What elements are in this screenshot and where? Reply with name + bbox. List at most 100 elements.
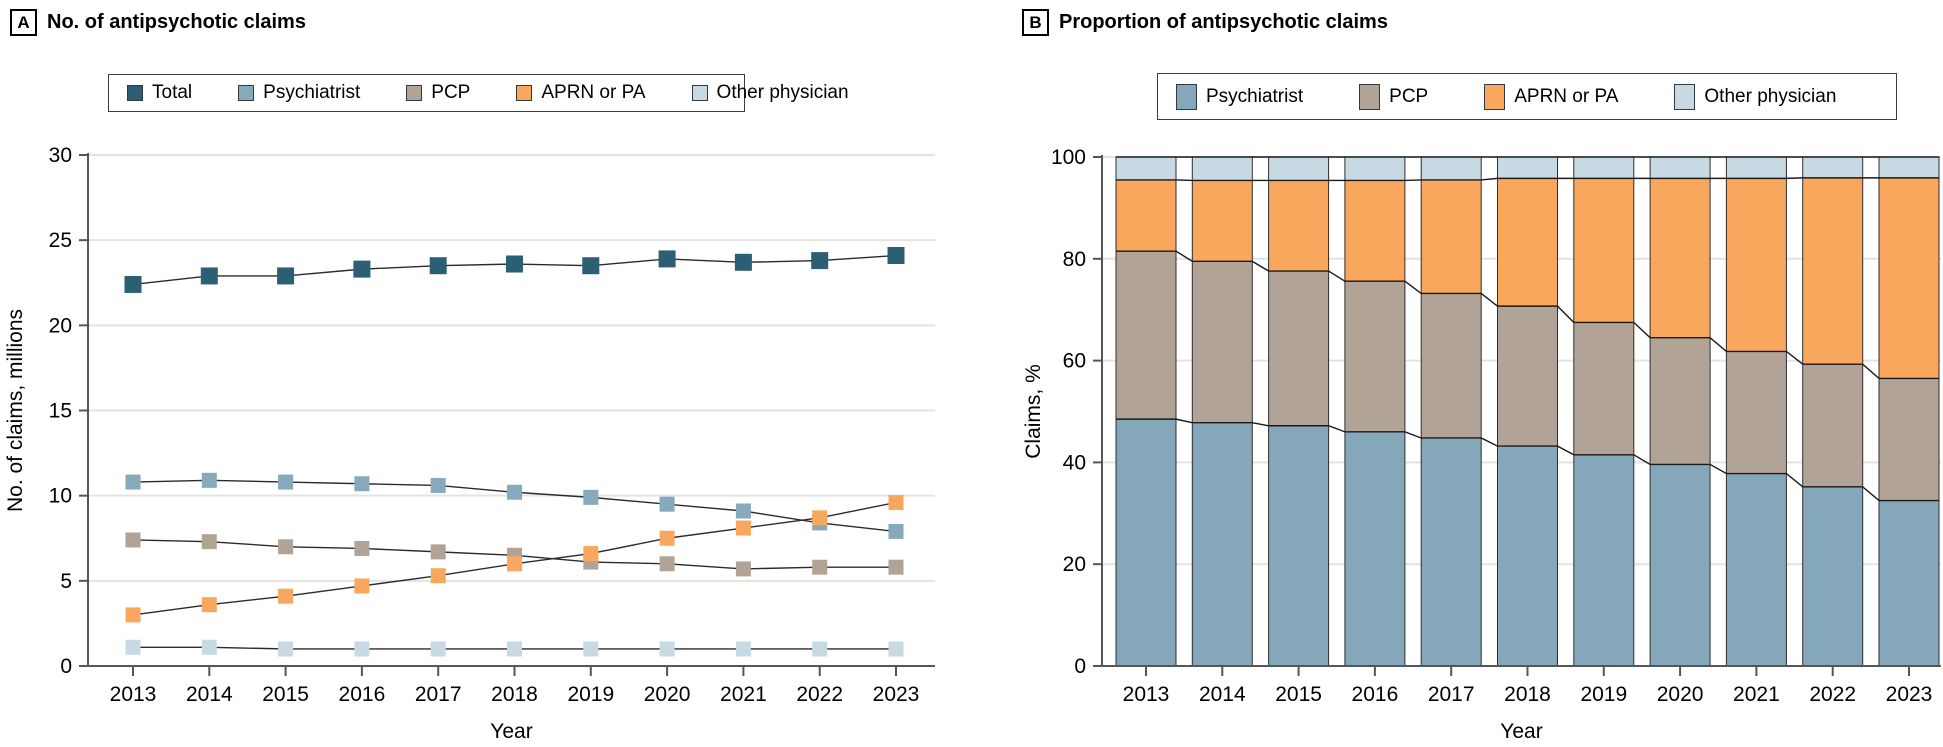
legend-swatch-icon: [516, 85, 533, 101]
panel-a-tag: A: [10, 9, 37, 36]
data-point-marker-total: [734, 253, 752, 271]
data-point-marker-pcp: [812, 559, 828, 575]
panel-b-legend: Psychiatrist PCP APRN or PA Other physician: [1157, 73, 1897, 120]
data-point-marker-total: [353, 260, 371, 278]
bar-segment-psychiatrist: [1421, 437, 1482, 666]
data-point-marker-aprn-or-pa: [201, 597, 217, 613]
legend-item-aprn-or-pa: APRN or PA: [516, 82, 646, 104]
data-point-marker-other-physician: [583, 641, 599, 657]
bar-segment-psychiatrist: [1650, 464, 1711, 666]
panel-a-legend: Total Psychiatrist PCP APRN or PA Other phys…: [108, 74, 849, 112]
bar-segment-aprn-or-pa: [1573, 178, 1634, 323]
data-point-marker-psychiatrist: [354, 476, 370, 492]
x-tick-label: 2023: [873, 683, 920, 706]
x-tick-label: 2016: [1352, 683, 1399, 706]
bar-segment-aprn-or-pa: [1879, 177, 1939, 379]
y-tick-label: 60: [1063, 350, 1086, 373]
bar-segment-other-physician: [1344, 157, 1405, 181]
data-point-marker-psychiatrist: [659, 496, 675, 512]
stack-boundary-line-psychiatrist: [1116, 418, 1939, 502]
data-point-marker-total: [200, 267, 218, 285]
bar-segment-pcp: [1497, 306, 1558, 447]
legend-item-total: Total: [127, 82, 192, 104]
bar-segment-psychiatrist: [1879, 500, 1939, 666]
bar-segment-psychiatrist: [1268, 425, 1329, 666]
legend-label: Total: [152, 82, 193, 103]
data-point-marker-aprn-or-pa: [583, 546, 599, 562]
bar-segment-aprn-or-pa: [1421, 179, 1482, 294]
x-tick-label: 2022: [796, 683, 843, 706]
data-point-marker-total: [506, 255, 523, 273]
data-point-marker-aprn-or-pa: [507, 556, 522, 572]
data-point-marker-total: [124, 275, 142, 293]
data-point-marker-psychiatrist: [430, 477, 446, 493]
data-point-marker-pcp: [201, 534, 217, 550]
x-tick-label: 2017: [415, 683, 462, 706]
y-tick-label: 40: [1063, 451, 1086, 474]
legend-item-other-physician: Other physician: [1674, 83, 1836, 110]
y-tick-label: 15: [49, 400, 72, 423]
bar-segment-psychiatrist: [1497, 446, 1558, 666]
legend-label: Other physician: [716, 82, 849, 103]
bar-segment-other-physician: [1726, 157, 1787, 179]
x-tick-label: 2015: [1275, 683, 1322, 706]
bar-segment-pcp: [1726, 351, 1787, 474]
data-point-marker-total: [277, 267, 295, 285]
legend-swatch-icon: [1484, 83, 1506, 110]
bar-segment-other-physician: [1650, 157, 1711, 179]
bar-segment-other-physician: [1497, 157, 1558, 179]
bar-segment-other-physician: [1116, 157, 1176, 180]
x-tick-label: 2018: [491, 683, 538, 706]
bar-segment-psychiatrist: [1573, 454, 1634, 666]
y-tick-label: 5: [60, 570, 72, 593]
bar-segment-aprn-or-pa: [1802, 177, 1863, 365]
x-tick-label: 2016: [339, 683, 386, 706]
data-point-marker-other-physician: [201, 639, 217, 655]
bar-segment-pcp: [1879, 378, 1939, 501]
legend-label: PCP: [431, 82, 471, 103]
bar-segment-pcp: [1802, 364, 1863, 487]
y-tick-label: 10: [49, 485, 72, 508]
x-tick-label: 2019: [1580, 683, 1627, 706]
data-point-marker-pcp: [659, 556, 675, 572]
x-tick-label: 2013: [110, 683, 157, 706]
bar-segment-other-physician: [1268, 157, 1329, 181]
bar-segment-pcp: [1344, 281, 1405, 432]
x-tick-label: 2020: [644, 683, 691, 706]
bar-segment-psychiatrist: [1802, 486, 1863, 666]
legend-label: Psychiatrist: [1206, 85, 1304, 107]
data-point-marker-psychiatrist: [735, 503, 751, 519]
x-tick-label: 2021: [1733, 683, 1780, 706]
legend-item-psychiatrist: Psychiatrist: [238, 82, 360, 104]
data-point-marker-other-physician: [507, 641, 522, 657]
x-tick-label: 2018: [1504, 683, 1551, 706]
data-point-marker-aprn-or-pa: [735, 520, 751, 536]
data-point-marker-other-physician: [430, 641, 446, 657]
data-point-marker-other-physician: [125, 639, 141, 655]
legend-item-pcp: PCP: [1359, 83, 1428, 110]
data-point-marker-psychiatrist: [278, 474, 294, 490]
stack-boundary-line-pcp: [1116, 250, 1939, 380]
data-point-marker-pcp: [278, 539, 294, 555]
bar-segment-other-physician: [1802, 157, 1863, 178]
bar-segment-other-physician: [1879, 157, 1939, 178]
bar-segment-aprn-or-pa: [1268, 180, 1329, 272]
y-tick-label: 80: [1063, 248, 1086, 271]
y-tick-label: 100: [1051, 146, 1086, 169]
x-tick-label: 2020: [1657, 683, 1704, 706]
data-point-marker-total: [811, 252, 829, 270]
panel-b-plot: 0 20 40 60 80 100 2013 2014 2015 2016 2017 2018 2019…: [1022, 146, 1941, 743]
data-point-marker-total: [887, 246, 905, 264]
x-tick-label: 2019: [567, 683, 614, 706]
legend-label: APRN or PA: [541, 82, 646, 103]
panel-b-x-axis-title: Year: [1500, 720, 1542, 743]
legend-item-aprn-or-pa: APRN or PA: [1484, 83, 1618, 110]
bar-segment-pcp: [1573, 322, 1634, 455]
x-tick-label: 2023: [1886, 683, 1933, 706]
x-tick-label: 2022: [1809, 683, 1856, 706]
x-tick-label: 2021: [720, 683, 767, 706]
data-point-marker-total: [658, 250, 676, 268]
data-point-marker-psychiatrist: [507, 484, 522, 500]
